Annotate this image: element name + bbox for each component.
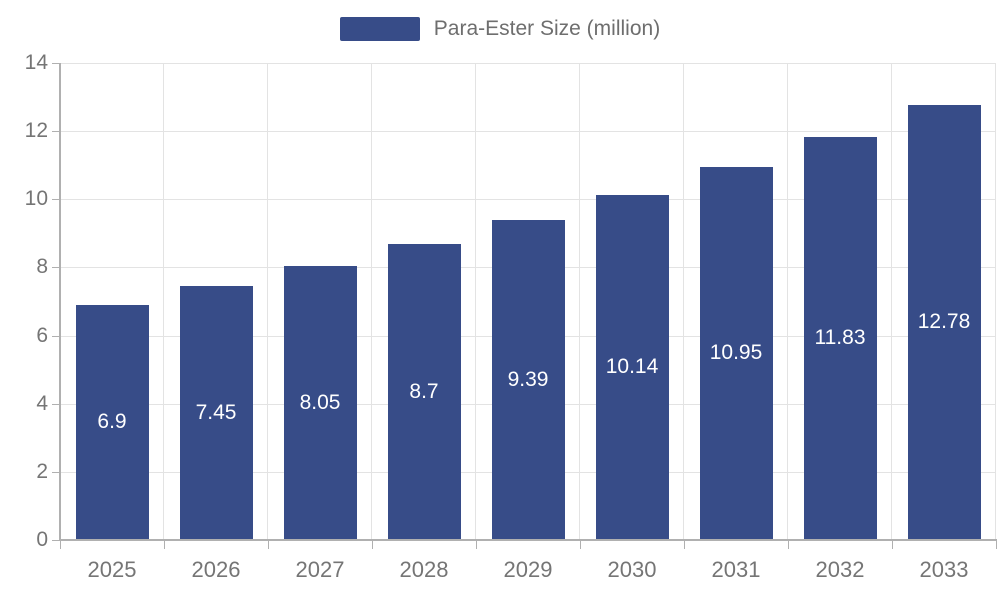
y-axis-tick bbox=[52, 199, 60, 201]
x-axis-tick bbox=[268, 541, 269, 549]
legend-item-para-ester-size[interactable]: Para-Ester Size (million) bbox=[339, 17, 661, 41]
x-tick-label: 2031 bbox=[711, 557, 761, 582]
x-tick-label: 2028 bbox=[399, 557, 449, 582]
x-tick-label: 2025 bbox=[87, 557, 137, 582]
v-gridline bbox=[475, 63, 476, 540]
bar-2033 bbox=[907, 104, 981, 540]
x-axis-tick bbox=[164, 541, 165, 549]
bar-value-label: 11.83 bbox=[814, 326, 866, 350]
y-axis-tick bbox=[52, 471, 60, 473]
x-axis-tick bbox=[996, 541, 997, 549]
bar-value-label: 8.05 bbox=[299, 390, 341, 414]
v-gridline bbox=[683, 63, 684, 540]
y-axis-tick bbox=[52, 540, 60, 541]
x-tick-label: 2033 bbox=[919, 557, 969, 582]
bar-2029 bbox=[491, 220, 565, 540]
x-tick-label: 2027 bbox=[295, 557, 345, 582]
y-axis-tick bbox=[52, 267, 60, 269]
y-tick-label: 4 bbox=[36, 391, 48, 415]
x-axis-tick bbox=[580, 541, 581, 549]
x-axis-tick bbox=[892, 541, 893, 549]
y-tick-label: 8 bbox=[36, 255, 48, 279]
bar-2031 bbox=[699, 166, 773, 540]
y-tick-label: 0 bbox=[36, 528, 48, 551]
bar-value-label: 8.7 bbox=[409, 379, 439, 403]
v-gridline bbox=[371, 63, 372, 540]
y-axis-line bbox=[59, 63, 61, 540]
bar-value-label: 10.95 bbox=[709, 341, 763, 365]
y-axis-tick bbox=[52, 335, 60, 337]
v-gridline bbox=[891, 63, 892, 540]
y-tick-label: 2 bbox=[36, 459, 48, 483]
y-axis-tick bbox=[52, 63, 60, 64]
bar-2028 bbox=[387, 243, 461, 540]
plot-area: 6.9 7.45 8.05 8.7 9.39 10.14 10.95 11.83 12.78 bbox=[60, 63, 996, 540]
bar-2032 bbox=[803, 136, 877, 540]
y-tick-label: 6 bbox=[36, 323, 48, 347]
h-gridline bbox=[60, 199, 996, 201]
bar-2026 bbox=[179, 286, 253, 540]
h-gridline bbox=[60, 131, 996, 133]
h-gridline bbox=[60, 63, 996, 64]
v-gridline bbox=[579, 63, 580, 540]
bar-value-label: 10.14 bbox=[605, 355, 659, 379]
x-axis-tick bbox=[60, 541, 61, 549]
x-axis-tick bbox=[788, 541, 789, 549]
y-tick-label: 10 bbox=[24, 187, 48, 211]
legend-label: Para-Ester Size (million) bbox=[433, 17, 661, 40]
bar-value-label: 7.45 bbox=[195, 401, 237, 425]
bar-2030 bbox=[595, 194, 669, 540]
bar-2025 bbox=[75, 304, 149, 540]
x-axis-tick bbox=[684, 541, 685, 549]
x-axis-line bbox=[59, 539, 997, 541]
x-tick-label: 2026 bbox=[191, 557, 241, 582]
y-axis-tick bbox=[52, 403, 60, 405]
bar-value-label: 9.39 bbox=[507, 368, 549, 392]
x-tick-label: 2030 bbox=[607, 557, 657, 582]
y-tick-label: 14 bbox=[24, 51, 48, 74]
bar-value-label: 12.78 bbox=[917, 310, 971, 334]
y-tick-label: 12 bbox=[24, 119, 48, 143]
chart-legend: Para-Ester Size (million) bbox=[0, 17, 1000, 41]
x-tick-label: 2032 bbox=[815, 557, 865, 582]
y-axis-tick bbox=[52, 131, 60, 133]
v-gridline bbox=[267, 63, 268, 540]
v-gridline bbox=[995, 63, 996, 540]
v-gridline bbox=[787, 63, 788, 540]
bar-value-label: 6.9 bbox=[97, 410, 127, 434]
v-gridline bbox=[163, 63, 164, 540]
x-axis-tick bbox=[476, 541, 477, 549]
x-tick-label: 2029 bbox=[503, 557, 553, 582]
legend-swatch bbox=[339, 17, 420, 41]
x-axis-tick bbox=[372, 541, 373, 549]
bar-2027 bbox=[283, 265, 357, 540]
